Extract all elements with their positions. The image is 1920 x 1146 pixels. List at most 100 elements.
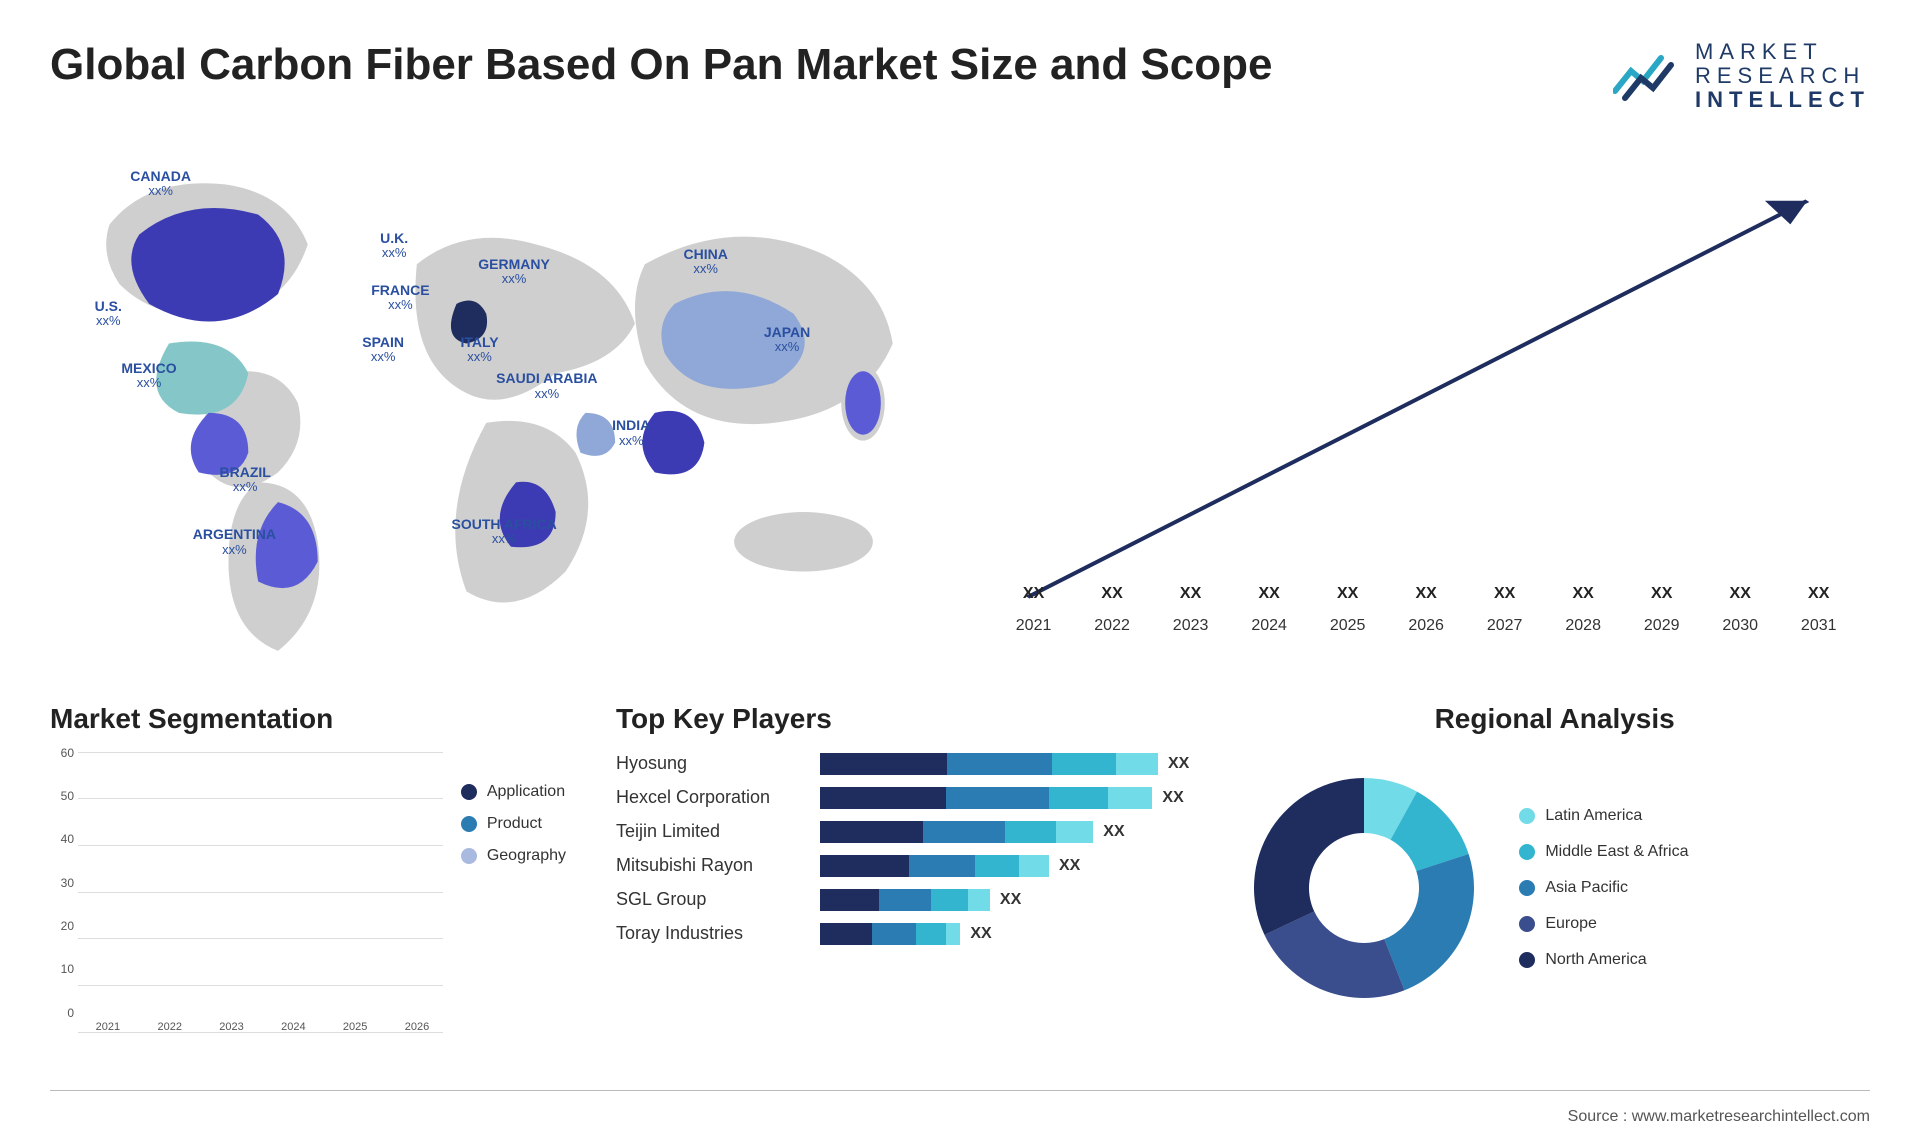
legend-item: Latin America bbox=[1519, 807, 1688, 825]
map-label-name: FRANCE bbox=[371, 282, 429, 298]
growth-bar-col: XX2026 bbox=[1395, 585, 1458, 635]
player-bar-wrap: XX bbox=[820, 821, 1189, 843]
world-map-icon bbox=[50, 143, 942, 663]
regional-title: Regional Analysis bbox=[1239, 703, 1870, 735]
growth-bar-year: 2026 bbox=[1408, 617, 1444, 635]
map-label-name: U.S. bbox=[95, 298, 122, 314]
player-value: XX bbox=[1059, 857, 1080, 875]
map-label-name: GERMANY bbox=[478, 256, 550, 272]
donut-slice bbox=[1385, 854, 1475, 990]
regional-legend: Latin AmericaMiddle East & AfricaAsia Pa… bbox=[1519, 807, 1688, 969]
map-label-name: BRAZIL bbox=[220, 464, 271, 480]
player-bar-segment bbox=[820, 855, 909, 877]
growth-bar-col: XX2028 bbox=[1552, 585, 1615, 635]
player-value: XX bbox=[970, 925, 991, 943]
growth-bar-value: XX bbox=[1258, 585, 1279, 603]
map-label-name: ITALY bbox=[460, 334, 498, 350]
growth-bar-col: XX2029 bbox=[1630, 585, 1693, 635]
player-bar bbox=[820, 889, 990, 911]
legend-dot-icon bbox=[461, 816, 477, 832]
map-label-pct: xx% bbox=[612, 434, 650, 448]
player-bar-segment bbox=[968, 889, 990, 911]
growth-bar-value: XX bbox=[1180, 585, 1201, 603]
map-label-name: CHINA bbox=[684, 246, 728, 262]
player-bar-segment bbox=[946, 923, 961, 945]
seg-y-axis: 0102030405060 bbox=[50, 753, 78, 1033]
legend-item: North America bbox=[1519, 951, 1688, 969]
seg-y-tick: 50 bbox=[61, 789, 74, 803]
map-label-pct: xx% bbox=[220, 480, 271, 494]
growth-bar-value: XX bbox=[1730, 585, 1751, 603]
player-name: Hyosung bbox=[616, 753, 806, 774]
legend-label: North America bbox=[1545, 951, 1646, 969]
legend-label: Application bbox=[487, 783, 565, 801]
legend-dot-icon bbox=[461, 784, 477, 800]
legend-dot-icon bbox=[1519, 844, 1535, 860]
map-label: MEXICOxx% bbox=[121, 361, 176, 391]
segmentation-title: Market Segmentation bbox=[50, 703, 566, 735]
regional-body: Latin AmericaMiddle East & AfricaAsia Pa… bbox=[1239, 763, 1870, 1013]
growth-bar-value: XX bbox=[1808, 585, 1829, 603]
legend-label: Asia Pacific bbox=[1545, 879, 1628, 897]
map-label: FRANCExx% bbox=[371, 283, 429, 313]
player-name: Toray Industries bbox=[616, 923, 806, 944]
player-row: Hexcel CorporationXX bbox=[616, 787, 1189, 809]
growth-bar-col: XX2023 bbox=[1159, 585, 1222, 635]
world-map-panel: CANADAxx%U.S.xx%MEXICOxx%BRAZILxx%ARGENT… bbox=[50, 143, 942, 663]
map-label: INDIAxx% bbox=[612, 418, 650, 448]
growth-bar-col: XX2031 bbox=[1787, 585, 1850, 635]
player-value: XX bbox=[1103, 823, 1124, 841]
seg-bar-year: 2021 bbox=[96, 1021, 120, 1033]
map-label-name: U.K. bbox=[380, 230, 408, 246]
legend-label: Europe bbox=[1545, 915, 1597, 933]
map-label: ARGENTINAxx% bbox=[193, 527, 276, 557]
donut-chart-icon bbox=[1239, 763, 1489, 1013]
player-bar-segment bbox=[1019, 855, 1049, 877]
map-label: ITALYxx% bbox=[460, 335, 498, 365]
map-label-pct: xx% bbox=[371, 298, 429, 312]
map-label: SOUTH AFRICAxx% bbox=[452, 517, 557, 547]
player-bar bbox=[820, 855, 1049, 877]
seg-y-tick: 60 bbox=[61, 746, 74, 760]
growth-bar-value: XX bbox=[1494, 585, 1515, 603]
header: Global Carbon Fiber Based On Pan Market … bbox=[50, 40, 1870, 113]
player-row: HyosungXX bbox=[616, 753, 1189, 775]
map-label: GERMANYxx% bbox=[478, 257, 550, 287]
page-title: Global Carbon Fiber Based On Pan Market … bbox=[50, 40, 1273, 90]
map-label-pct: xx% bbox=[496, 387, 597, 401]
player-name: Mitsubishi Rayon bbox=[616, 855, 806, 876]
growth-bars: XX2021XX2022XX2023XX2024XX2025XX2026XX20… bbox=[1002, 193, 1850, 635]
footer-divider bbox=[50, 1090, 1870, 1091]
legend-dot-icon bbox=[1519, 952, 1535, 968]
seg-bar-year: 2026 bbox=[405, 1021, 429, 1033]
bottom-row: Market Segmentation 01020304050602021202… bbox=[50, 703, 1870, 1083]
player-bar-segment bbox=[1049, 787, 1108, 809]
map-label-name: SOUTH AFRICA bbox=[452, 516, 557, 532]
logo-line-1: MARKET bbox=[1695, 40, 1870, 64]
player-bar-segment bbox=[946, 787, 1049, 809]
growth-bar-year: 2022 bbox=[1094, 617, 1130, 635]
player-bar-segment bbox=[879, 889, 931, 911]
growth-bar-year: 2021 bbox=[1016, 617, 1052, 635]
map-label-pct: xx% bbox=[764, 340, 810, 354]
map-label: BRAZILxx% bbox=[220, 465, 271, 495]
growth-bar-col: XX 2021 bbox=[1002, 585, 1065, 635]
map-label-pct: xx% bbox=[684, 262, 728, 276]
players-title: Top Key Players bbox=[616, 703, 1189, 735]
seg-bar-col: 2026 bbox=[391, 1015, 443, 1033]
growth-bar-year: 2025 bbox=[1330, 617, 1366, 635]
seg-y-tick: 0 bbox=[67, 1006, 74, 1020]
growth-bar-year: 2024 bbox=[1251, 617, 1287, 635]
player-bar-segment bbox=[820, 923, 872, 945]
player-name: Teijin Limited bbox=[616, 821, 806, 842]
legend-item: Geography bbox=[461, 847, 566, 865]
growth-bar-year: 2028 bbox=[1565, 617, 1601, 635]
seg-y-tick: 10 bbox=[61, 962, 74, 976]
source-label: Source : www.marketresearchintellect.com bbox=[1568, 1108, 1870, 1126]
player-name: SGL Group bbox=[616, 889, 806, 910]
seg-bar-col: 2024 bbox=[267, 1015, 319, 1033]
growth-bar-value: XX bbox=[1337, 585, 1358, 603]
growth-bar-value: XX bbox=[1023, 585, 1044, 603]
map-label: SPAINxx% bbox=[362, 335, 404, 365]
map-label-pct: xx% bbox=[478, 272, 550, 286]
